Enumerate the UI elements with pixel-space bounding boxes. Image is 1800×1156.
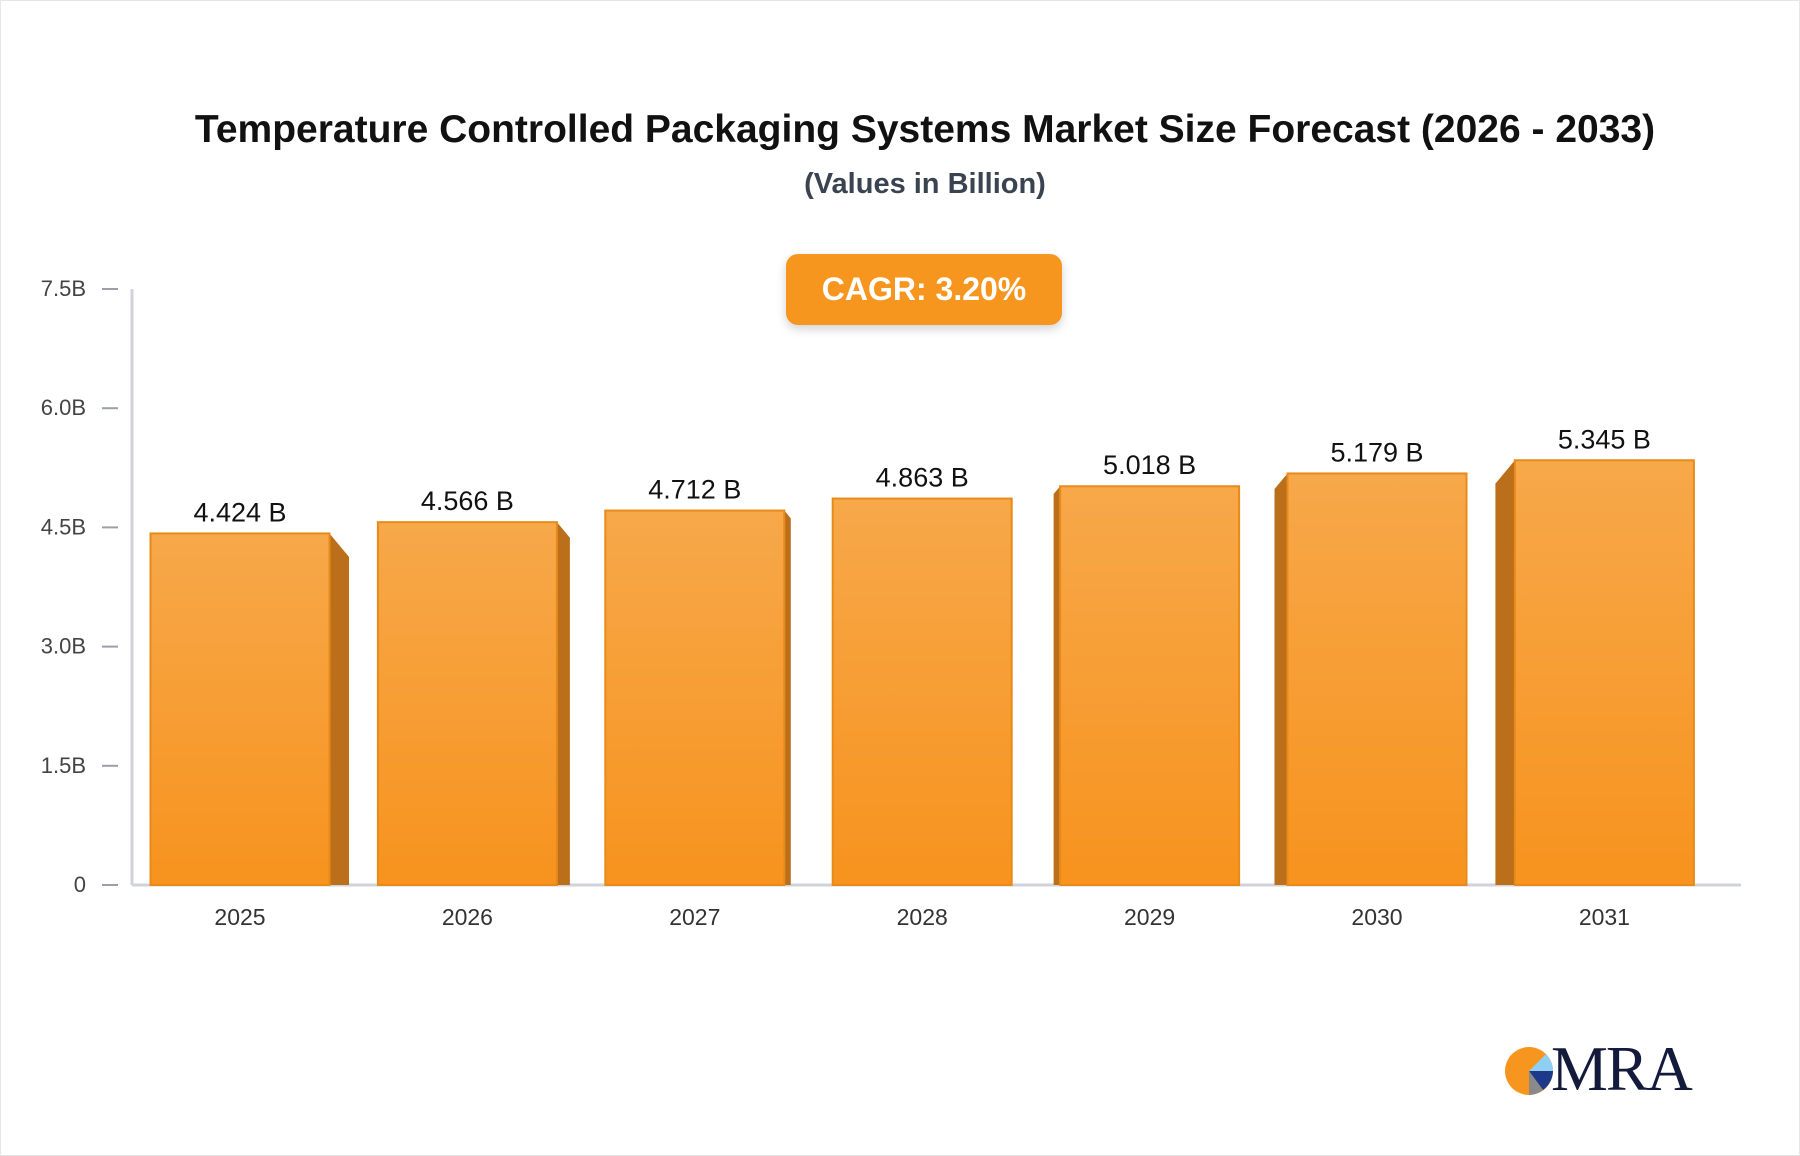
x-tick-label: 2031 xyxy=(1579,904,1630,930)
y-tick-label: 4.5B xyxy=(41,514,86,539)
data-label: 4.566 B xyxy=(421,486,514,516)
bar-side xyxy=(784,510,791,885)
x-tick-label: 2025 xyxy=(214,904,265,930)
data-label: 4.712 B xyxy=(648,475,741,505)
chart-subtitle: (Values in Billion) xyxy=(804,168,1046,200)
y-tick-label: 7.5B xyxy=(41,276,86,301)
y-tick-label: 6.0B xyxy=(41,395,86,420)
bar-side xyxy=(329,533,349,885)
bar-2029 xyxy=(1059,485,1241,886)
x-tick-label: 2029 xyxy=(1124,904,1175,930)
data-label: 4.863 B xyxy=(876,463,969,493)
bar-2025 xyxy=(149,532,331,886)
data-label: 5.345 B xyxy=(1558,424,1651,454)
x-tick-label: 2026 xyxy=(442,904,493,930)
x-tick-label: 2030 xyxy=(1351,904,1402,930)
y-tick-label: 3.0B xyxy=(41,634,86,659)
bar-side xyxy=(1053,486,1061,885)
data-label: 5.018 B xyxy=(1103,450,1196,480)
x-tick-label: 2027 xyxy=(669,904,720,930)
bar-side xyxy=(556,522,570,885)
y-tick-label: 1.5B xyxy=(41,753,86,778)
data-label: 5.179 B xyxy=(1330,437,1423,467)
data-label: 4.424 B xyxy=(193,497,286,527)
y-tick-label: 0 xyxy=(74,872,86,897)
bar-2026 xyxy=(376,521,558,886)
cagr-badge: CAGR: 3.20% xyxy=(786,254,1062,325)
bar-2031 xyxy=(1513,459,1695,886)
bar-side xyxy=(1495,460,1515,885)
bar-2027 xyxy=(604,509,786,886)
bar-2030 xyxy=(1286,472,1468,886)
mra-logo: MRA xyxy=(1505,1033,1695,1104)
logo-text: MRA xyxy=(1551,1033,1693,1104)
chart-title: Temperature Controlled Packaging Systems… xyxy=(194,108,1656,151)
x-tick-label: 2028 xyxy=(897,904,948,930)
bar-side xyxy=(1274,473,1288,885)
pie-logo-icon xyxy=(1505,1047,1553,1095)
bar-2028 xyxy=(831,497,1013,886)
